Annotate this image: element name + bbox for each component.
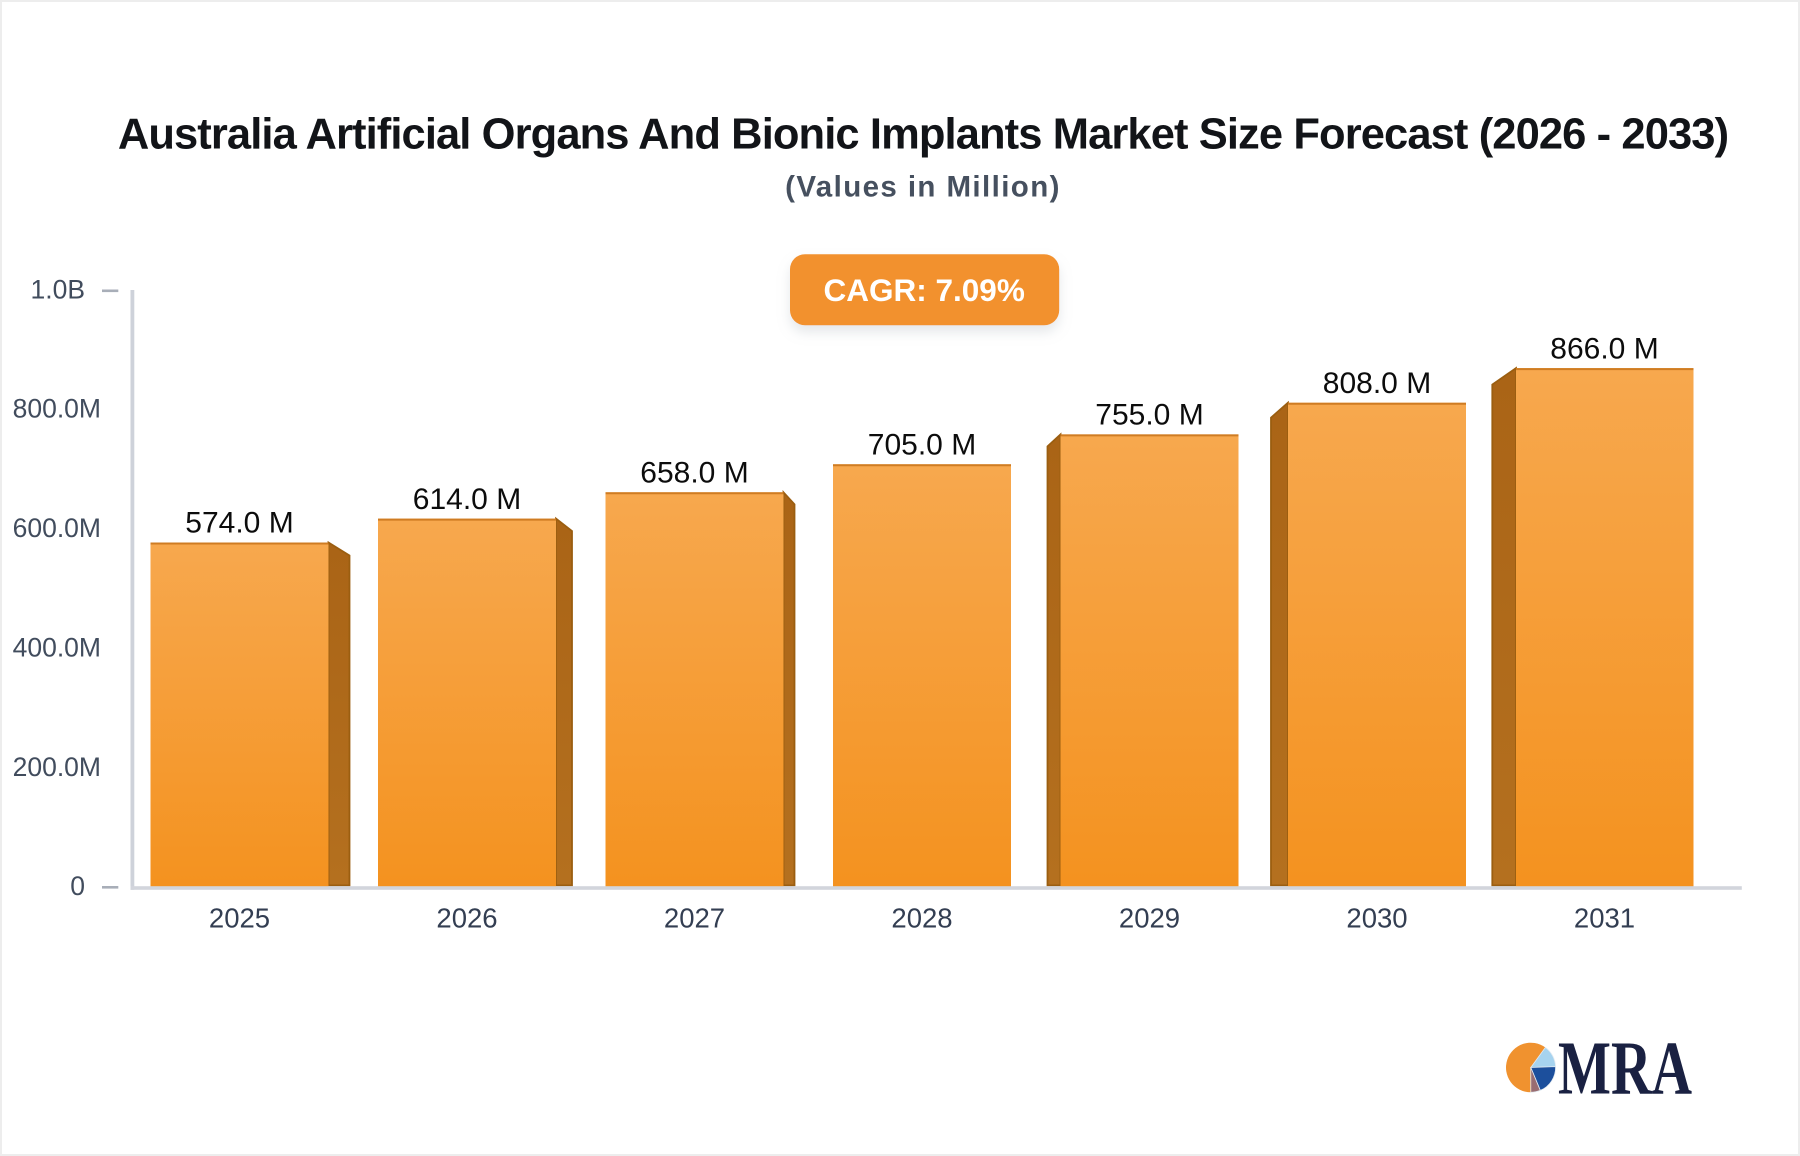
svg-text:808.0 M: 808.0 M [1323,367,1431,400]
svg-text:614.0 M: 614.0 M [413,483,521,516]
svg-text:600.0M: 600.0M [13,513,101,543]
svg-text:1.0B: 1.0B [30,274,85,304]
svg-text:755.0 M: 755.0 M [1095,399,1203,432]
svg-text:2028: 2028 [891,903,952,934]
svg-text:574.0 M: 574.0 M [185,507,293,540]
svg-text:200.0M: 200.0M [13,752,101,782]
svg-text:MRA: MRA [1558,1026,1692,1110]
svg-text:Australia Artificial Organs An: Australia Artificial Organs And Bionic I… [118,111,1728,159]
svg-text:800.0M: 800.0M [13,394,101,424]
svg-text:866.0 M: 866.0 M [1550,332,1658,365]
svg-text:2029: 2029 [1119,903,1180,934]
svg-text:(Values in Million): (Values in Million) [785,171,1061,204]
svg-text:2027: 2027 [664,903,725,934]
svg-text:2030: 2030 [1346,903,1407,934]
svg-text:400.0M: 400.0M [13,633,101,663]
svg-text:705.0 M: 705.0 M [868,429,976,462]
svg-text:2026: 2026 [436,903,497,934]
svg-text:CAGR: 7.09%: CAGR: 7.09% [824,272,1025,308]
svg-text:2031: 2031 [1574,903,1635,934]
svg-text:2025: 2025 [209,903,270,934]
svg-text:0: 0 [70,871,85,901]
svg-text:658.0 M: 658.0 M [640,457,748,490]
